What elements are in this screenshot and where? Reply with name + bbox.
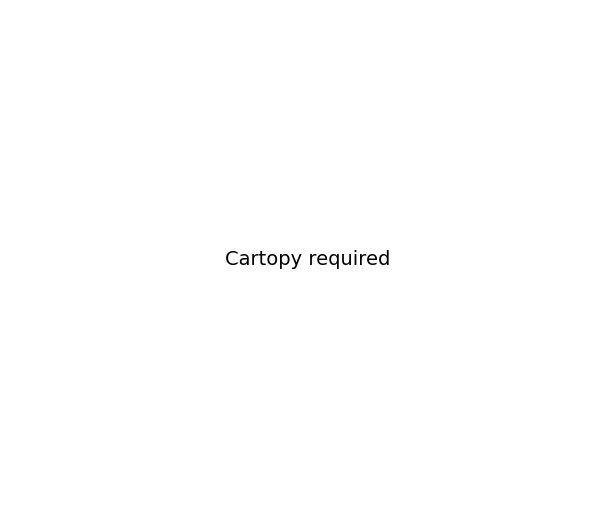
- Text: Cartopy required: Cartopy required: [225, 249, 391, 269]
